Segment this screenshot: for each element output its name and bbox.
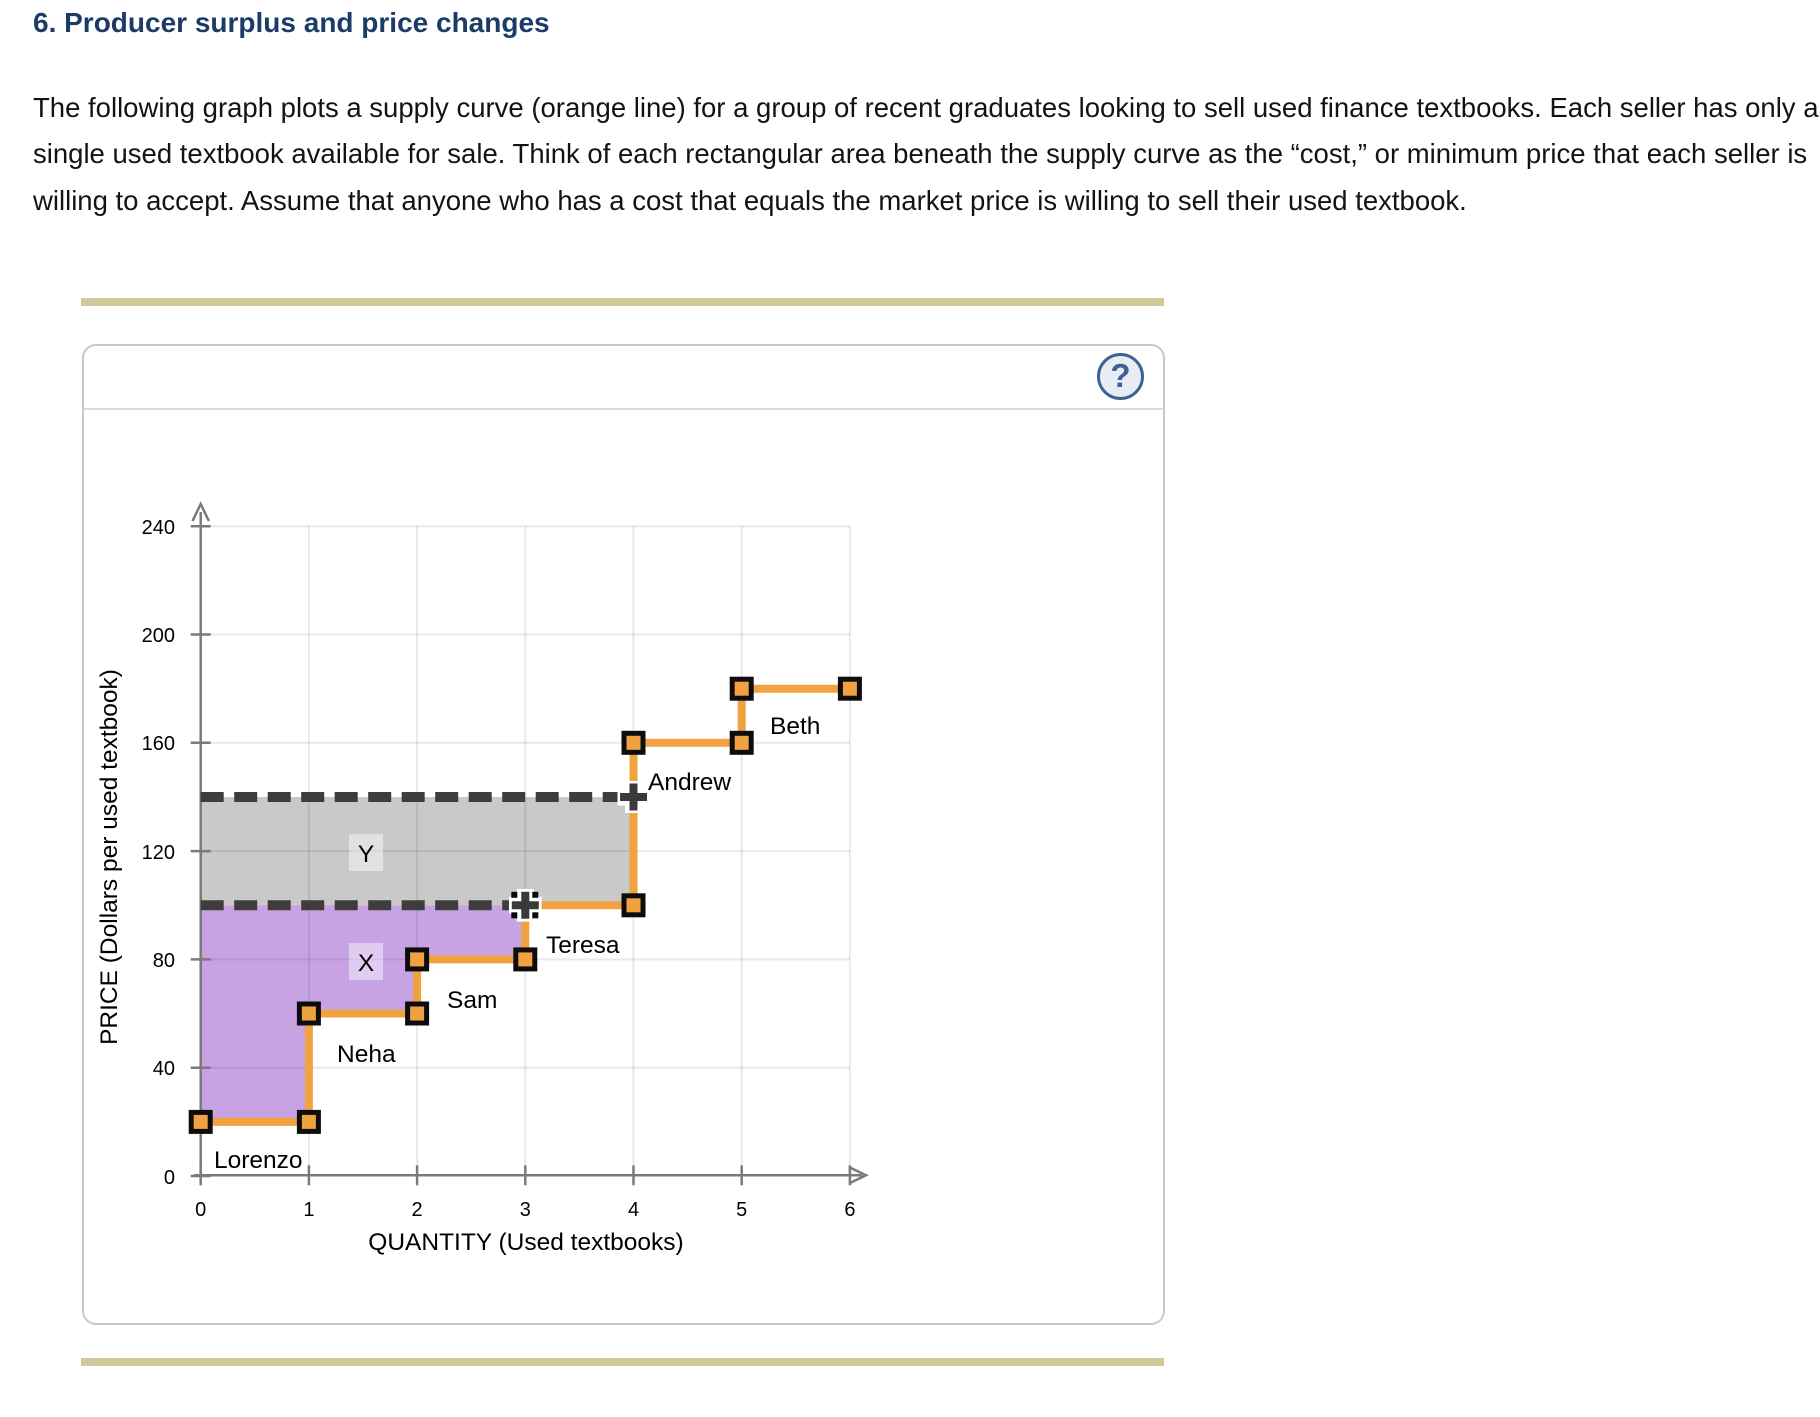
svg-text:240: 240 — [142, 517, 175, 539]
svg-text:Lorenzo: Lorenzo — [214, 1147, 303, 1174]
svg-text:4: 4 — [628, 1199, 639, 1221]
svg-text:PRICE (Dollars per used textbo: PRICE (Dollars per used textbook) — [96, 669, 123, 1045]
svg-text:2: 2 — [412, 1199, 423, 1221]
svg-text:Andrew: Andrew — [648, 769, 731, 796]
svg-text:Sam: Sam — [447, 987, 497, 1014]
svg-text:0: 0 — [195, 1199, 206, 1221]
svg-text:0: 0 — [164, 1167, 175, 1189]
svg-text:Teresa: Teresa — [546, 932, 620, 959]
svg-text:40: 40 — [153, 1058, 175, 1080]
svg-text:5: 5 — [736, 1199, 747, 1221]
svg-text:Neha: Neha — [337, 1041, 396, 1068]
svg-text:3: 3 — [520, 1199, 531, 1221]
svg-text:1: 1 — [303, 1199, 314, 1221]
svg-text:QUANTITY (Used textbooks): QUANTITY (Used textbooks) — [368, 1229, 683, 1256]
svg-text:Y: Y — [358, 841, 374, 868]
svg-text:120: 120 — [142, 842, 175, 864]
svg-text:X: X — [358, 950, 374, 977]
svg-text:6: 6 — [844, 1199, 855, 1221]
svg-text:160: 160 — [142, 733, 175, 755]
svg-text:Beth: Beth — [770, 713, 820, 740]
svg-text:200: 200 — [142, 625, 175, 647]
svg-text:80: 80 — [153, 950, 175, 972]
